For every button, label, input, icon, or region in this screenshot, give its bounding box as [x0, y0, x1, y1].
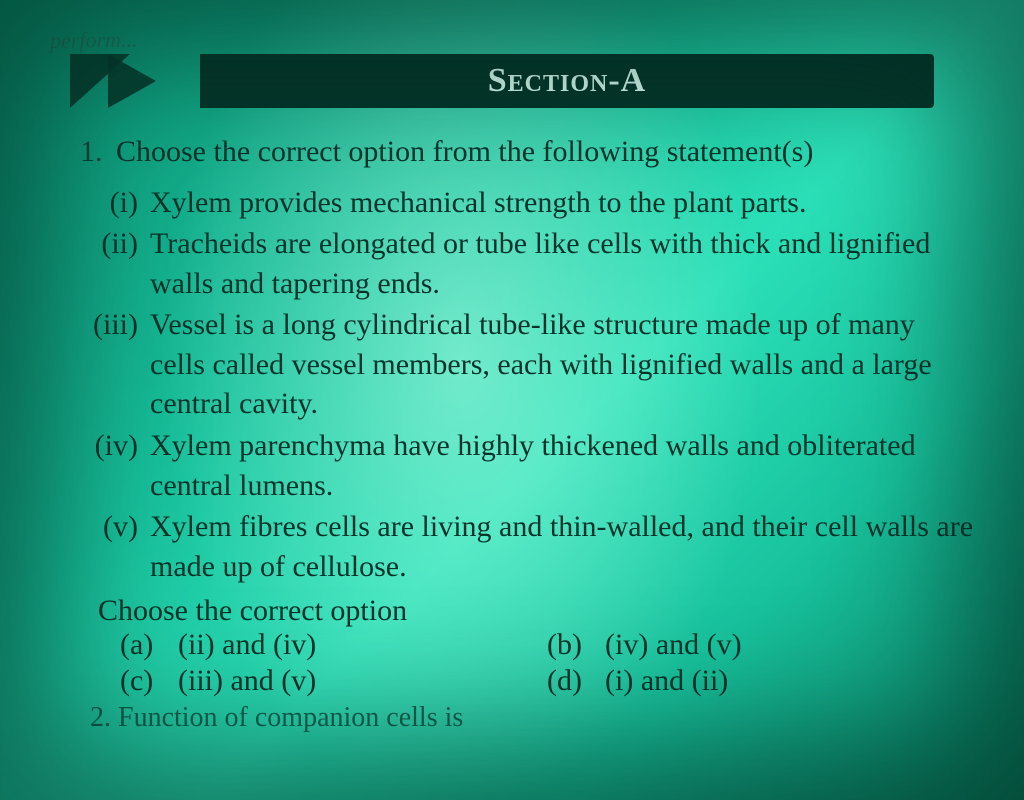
- choose-correct-option-label: Choose the correct option: [98, 594, 974, 628]
- section-banner: Section-A: [70, 54, 934, 108]
- statement-list: (i) Xylem provides mechanical strength t…: [80, 183, 974, 587]
- question-stem: 1. Choose the correct option from the fo…: [80, 132, 954, 173]
- statement-item: (ii) Tracheids are elongated or tube lik…: [136, 224, 974, 303]
- statement-item: (iv) Xylem parenchyma have highly thicke…: [136, 426, 974, 505]
- statement-text: Xylem provides mechanical strength to th…: [150, 186, 806, 219]
- statement-text: Vessel is a long cylindrical tube-like s…: [150, 308, 932, 420]
- cropped-text-bottom: 2. Function of companion cells is: [90, 702, 974, 734]
- option-label: (a): [120, 628, 164, 662]
- option-text: (iv) and (v): [605, 628, 742, 662]
- statement-item: (i) Xylem provides mechanical strength t…: [136, 183, 974, 223]
- section-heading: Section-A: [200, 54, 934, 108]
- option-text: (ii) and (iv): [178, 628, 316, 662]
- statement-item: (v) Xylem fibres cells are living and th…: [136, 507, 974, 586]
- statement-text: Xylem fibres cells are living and thin-w…: [150, 510, 973, 583]
- statement-numeral: (ii): [76, 224, 138, 264]
- answer-options: (a) (ii) and (iv) (b) (iv) and (v) (c) (…: [120, 628, 934, 698]
- option-b: (b) (iv) and (v): [547, 628, 934, 662]
- cropped-text-top: perform...: [50, 12, 974, 54]
- statement-text: Tracheids are elongated or tube like cel…: [150, 227, 930, 300]
- statement-numeral: (iv): [76, 426, 138, 466]
- statement-item: (iii) Vessel is a long cylindrical tube-…: [136, 305, 974, 424]
- option-d: (d) (i) and (ii): [547, 664, 934, 698]
- question-stem-text: Choose the correct option from the follo…: [116, 135, 813, 168]
- option-text: (iii) and (v): [178, 664, 316, 698]
- banner-decoration-icon: [70, 54, 200, 108]
- option-c: (c) (iii) and (v): [120, 664, 507, 698]
- scanned-page: perform... Section-A 1. Choose the corre…: [0, 0, 1024, 800]
- statement-numeral: (iii): [76, 305, 138, 345]
- option-text: (i) and (ii): [605, 664, 728, 698]
- option-label: (d): [547, 664, 591, 698]
- statement-text: Xylem parenchyma have highly thickened w…: [150, 429, 916, 502]
- statement-numeral: (v): [76, 507, 138, 547]
- question-number: 1.: [80, 135, 103, 168]
- statement-numeral: (i): [76, 183, 138, 223]
- option-label: (c): [120, 664, 164, 698]
- option-a: (a) (ii) and (iv): [120, 628, 507, 662]
- option-label: (b): [547, 628, 591, 662]
